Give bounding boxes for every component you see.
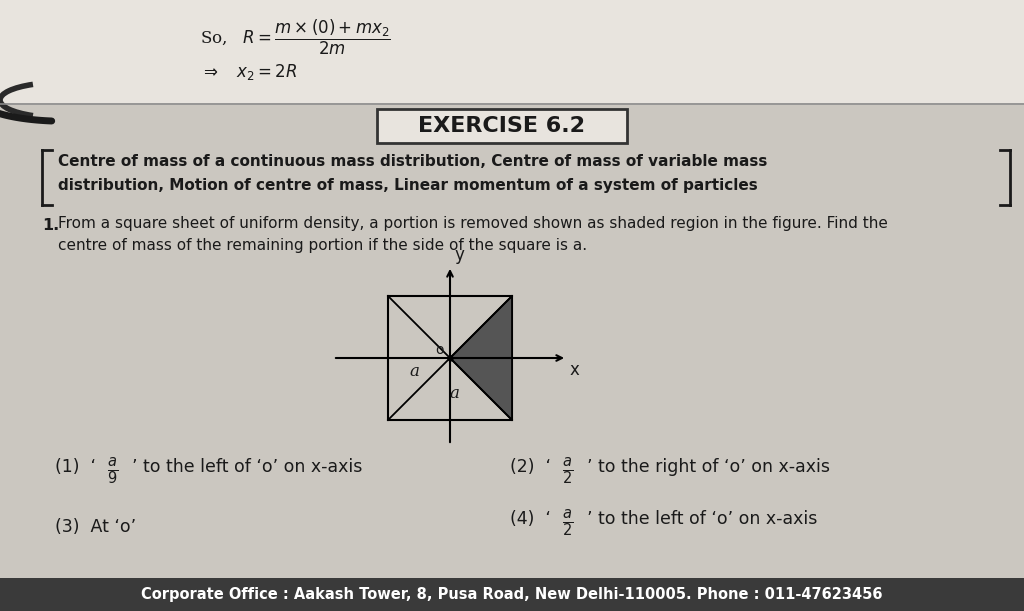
Text: Centre of mass of a continuous mass distribution, Centre of mass of variable mas: Centre of mass of a continuous mass dist… [58,154,767,169]
Text: Corporate Office : Aakash Tower, 8, Pusa Road, New Delhi-110005. Phone : 011-476: Corporate Office : Aakash Tower, 8, Pusa… [141,588,883,602]
Text: From a square sheet of uniform density, a portion is removed shown as shaded reg: From a square sheet of uniform density, … [58,216,888,231]
Text: 1.: 1. [42,218,59,233]
Text: (4)  ‘: (4) ‘ [510,510,551,528]
Text: x: x [570,361,580,379]
Text: $\frac{a}{9}$: $\frac{a}{9}$ [106,456,119,488]
Text: ’ to the right of ‘o’ on x-axis: ’ to the right of ‘o’ on x-axis [587,458,830,476]
Text: distribution, Motion of centre of mass, Linear momentum of a system of particles: distribution, Motion of centre of mass, … [58,178,758,193]
Text: $\frac{a}{2}$: $\frac{a}{2}$ [562,508,573,540]
Text: o: o [436,343,444,357]
Text: (1)  ‘: (1) ‘ [55,458,96,476]
Text: (3)  At ‘o’: (3) At ‘o’ [55,518,136,536]
Text: centre of mass of the remaining portion if the side of the square is a.: centre of mass of the remaining portion … [58,238,587,253]
Text: a: a [409,364,419,381]
Text: a: a [450,386,459,403]
Bar [0,578,1024,611]
Text: So,   $R = \dfrac{m \times (0) + mx_2}{2m}$: So, $R = \dfrac{m \times (0) + mx_2}{2m}… [200,18,391,57]
FancyBboxPatch shape [377,109,627,143]
Bar [388,296,512,420]
Text: ’ to the left of ‘o’ on x-axis: ’ to the left of ‘o’ on x-axis [587,510,817,528]
Text: $\frac{a}{2}$: $\frac{a}{2}$ [562,456,573,488]
Text: $\Rightarrow \quad x_2 = 2R$: $\Rightarrow \quad x_2 = 2R$ [200,62,297,82]
Text: ’ to the left of ‘o’ on x-axis: ’ to the left of ‘o’ on x-axis [132,458,362,476]
Text: y: y [454,246,464,264]
Polygon shape [450,296,512,420]
Text: (2)  ‘: (2) ‘ [510,458,551,476]
Text: EXERCISE 6.2: EXERCISE 6.2 [419,116,586,136]
Bar [0,0,1024,105]
